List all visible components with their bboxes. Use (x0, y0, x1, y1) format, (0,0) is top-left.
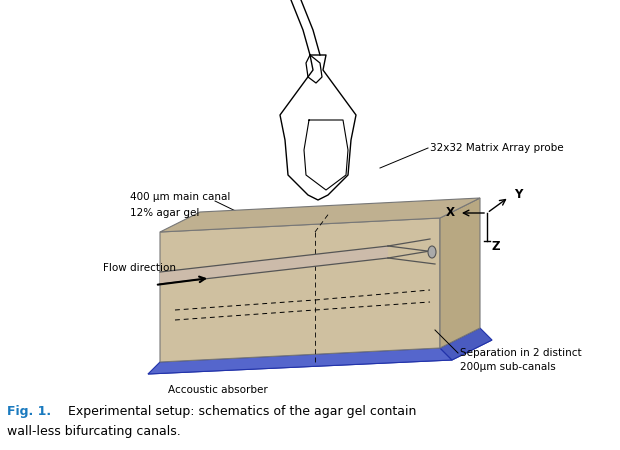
Text: X: X (446, 207, 454, 220)
Polygon shape (160, 218, 440, 362)
Text: Z: Z (492, 239, 500, 252)
Text: 32x32 Matrix Array probe: 32x32 Matrix Array probe (430, 143, 564, 153)
Text: 12% agar gel: 12% agar gel (130, 208, 200, 218)
Polygon shape (148, 340, 492, 374)
Polygon shape (440, 198, 480, 348)
Text: Flow direction: Flow direction (103, 263, 176, 273)
Text: Accoustic absorber: Accoustic absorber (168, 385, 268, 395)
Text: Y: Y (514, 189, 522, 202)
Text: wall-less bifurcating canals.: wall-less bifurcating canals. (7, 426, 181, 438)
Polygon shape (440, 328, 492, 360)
Ellipse shape (428, 246, 436, 258)
Text: Fig. 1.: Fig. 1. (7, 405, 51, 418)
Text: Experimental setup: schematics of the agar gel contain: Experimental setup: schematics of the ag… (52, 405, 417, 418)
Text: Separation in 2 distinct
200μm sub-canals: Separation in 2 distinct 200μm sub-canal… (460, 348, 582, 372)
Polygon shape (160, 246, 388, 284)
Text: 400 μm main canal: 400 μm main canal (130, 192, 231, 202)
Polygon shape (160, 198, 480, 232)
Polygon shape (148, 348, 452, 374)
